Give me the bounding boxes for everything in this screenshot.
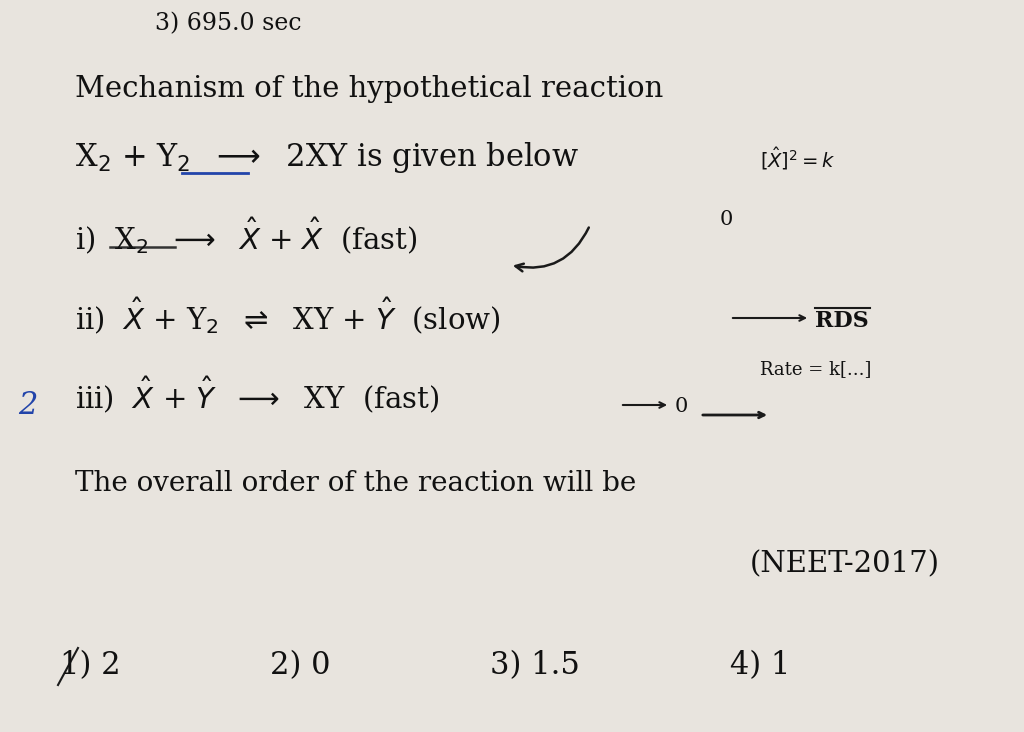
- Text: Mechanism of the hypothetical reaction: Mechanism of the hypothetical reaction: [75, 75, 664, 103]
- Text: $[\hat{X}]^2 = k$: $[\hat{X}]^2 = k$: [760, 145, 836, 172]
- Text: 0: 0: [720, 210, 733, 229]
- Text: 1) 2: 1) 2: [60, 650, 121, 681]
- Text: X$_2$ + Y$_2$  $\longrightarrow$  2XY is given below: X$_2$ + Y$_2$ $\longrightarrow$ 2XY is g…: [75, 140, 579, 175]
- Text: The overall order of the reaction will be: The overall order of the reaction will b…: [75, 470, 636, 497]
- Text: 4) 1: 4) 1: [730, 650, 791, 681]
- Text: 2) 0: 2) 0: [270, 650, 331, 681]
- Text: i)  X$_2$  $\longrightarrow$  $\hat{X}$ + $\hat{X}$  (fast): i) X$_2$ $\longrightarrow$ $\hat{X}$ + $…: [75, 215, 418, 255]
- Text: RDS: RDS: [815, 310, 868, 332]
- FancyArrowPatch shape: [515, 228, 589, 272]
- Text: iii)  $\hat{X}$ + $\hat{Y}$  $\longrightarrow$  XY  (fast): iii) $\hat{X}$ + $\hat{Y}$ $\longrightar…: [75, 375, 439, 416]
- Text: (NEET-2017): (NEET-2017): [750, 550, 940, 578]
- Text: 3) 695.0 sec: 3) 695.0 sec: [155, 12, 301, 35]
- Text: 3) 1.5: 3) 1.5: [490, 650, 580, 681]
- Text: 0: 0: [675, 397, 688, 416]
- Text: Rate = k[...]: Rate = k[...]: [760, 360, 871, 378]
- Text: ii)  $\hat{X}$ + Y$_2$  $\rightleftharpoons$  XY + $\hat{Y}$  (slow): ii) $\hat{X}$ + Y$_2$ $\rightleftharpoon…: [75, 295, 501, 336]
- Text: 2: 2: [18, 390, 37, 421]
